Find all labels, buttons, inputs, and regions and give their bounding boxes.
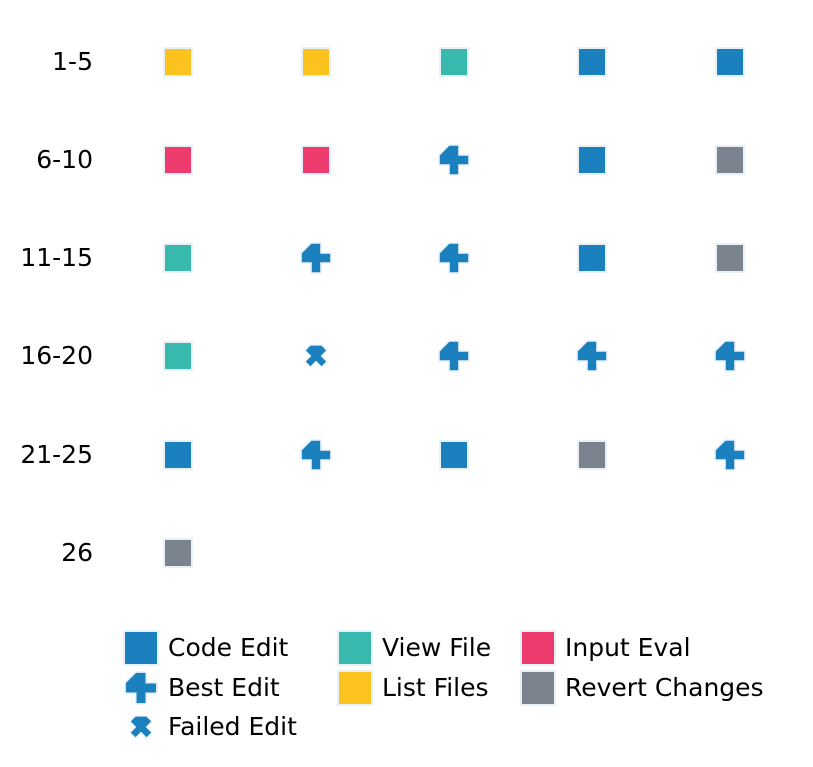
list-files-square-marker [165, 49, 191, 75]
best-edit-plus-marker [438, 242, 470, 274]
cell-11-15-col5 [717, 245, 743, 271]
y-tick-label-1-5: 1-5 [52, 47, 93, 76]
best-edit-plus-marker [300, 439, 332, 471]
y-tick-label-6-10: 6-10 [36, 145, 93, 174]
legend-label-view-file: View File [382, 633, 492, 662]
revert-changes-square-marker [717, 245, 743, 271]
legend-swatch-view-file [339, 632, 371, 664]
cell-6-10-col5 [717, 147, 743, 173]
cell-21-25-col1 [165, 442, 191, 468]
best-edit-plus-marker [438, 340, 470, 372]
cell-16-20-col1 [165, 343, 191, 369]
revert-changes-square-marker [165, 540, 191, 566]
best-edit-plus-marker [124, 670, 158, 705]
legend-label-code-edit: Code Edit [168, 633, 289, 662]
y-tick-label-21-25: 21-25 [20, 440, 93, 469]
cell-6-10-col4 [579, 147, 605, 173]
cell-21-25-col3 [441, 442, 467, 468]
code-edit-square-marker [579, 147, 605, 173]
revert-changes-square-marker [717, 147, 743, 173]
view-file-square-marker [165, 245, 191, 271]
cell-1-5-col3 [441, 49, 467, 75]
cell-6-10-col1 [165, 147, 191, 173]
revert-changes-square-marker [522, 671, 554, 704]
cell-11-15-col2 [300, 242, 332, 274]
code-edit-square-marker [125, 632, 157, 664]
cell-1-5-col5 [717, 49, 743, 75]
cell-1-5-col4 [579, 49, 605, 75]
failed-edit-x-marker [304, 344, 328, 368]
cell-11-15-col4 [579, 245, 605, 271]
view-file-square-marker [165, 343, 191, 369]
best-edit-plus-marker [714, 340, 746, 372]
input-eval-square-marker [303, 147, 329, 173]
code-edit-square-marker [165, 442, 191, 468]
list-files-square-marker [303, 49, 329, 75]
cell-6-10-col2 [303, 147, 329, 173]
legend-swatch-best-edit [124, 670, 158, 705]
cell-26-col1 [165, 540, 191, 566]
cell-21-25-col4 [579, 442, 605, 468]
y-tick-label-11-15: 11-15 [20, 243, 93, 272]
code-edit-square-marker [579, 245, 605, 271]
code-edit-square-marker [579, 49, 605, 75]
legend-label-list-files: List Files [382, 672, 489, 702]
legend-label-failed-edit: Failed Edit [168, 712, 297, 741]
y-tick-label-26: 26 [61, 538, 93, 567]
legend-label-input-eval: Input Eval [565, 633, 691, 662]
cell-11-15-col3 [438, 242, 470, 274]
y-tick-label-16-20: 16-20 [20, 341, 93, 370]
legend-swatch-code-edit [125, 632, 157, 664]
legend-swatch-list-files [339, 671, 371, 704]
revert-changes-square-marker [579, 442, 605, 468]
cell-6-10-col3 [438, 144, 470, 176]
cell-16-20-col4 [576, 340, 608, 372]
cell-21-25-col5 [714, 439, 746, 471]
cell-21-25-col2 [300, 439, 332, 471]
legend-swatch-revert-changes [522, 671, 554, 704]
code-edit-square-marker [441, 442, 467, 468]
input-eval-square-marker [522, 632, 554, 664]
best-edit-plus-marker [438, 144, 470, 176]
cell-1-5-col1 [165, 49, 191, 75]
cell-11-15-col1 [165, 245, 191, 271]
code-edit-square-marker [717, 49, 743, 75]
view-file-square-marker [441, 49, 467, 75]
legend-swatch-failed-edit [125, 711, 157, 743]
cell-16-20-col3 [438, 340, 470, 372]
best-edit-plus-marker [714, 439, 746, 471]
best-edit-plus-marker [576, 340, 608, 372]
legend-swatch-input-eval [522, 632, 554, 664]
legend-label-best-edit: Best Edit [168, 672, 280, 702]
legend-label-revert-changes: Revert Changes [565, 672, 764, 702]
cell-16-20-col5 [714, 340, 746, 372]
failed-edit-x-marker [129, 715, 153, 739]
cell-1-5-col2 [303, 49, 329, 75]
view-file-square-marker [339, 632, 371, 664]
list-files-square-marker [339, 671, 371, 704]
cell-16-20-col2 [300, 340, 332, 372]
input-eval-square-marker [165, 147, 191, 173]
best-edit-plus-marker [300, 242, 332, 274]
